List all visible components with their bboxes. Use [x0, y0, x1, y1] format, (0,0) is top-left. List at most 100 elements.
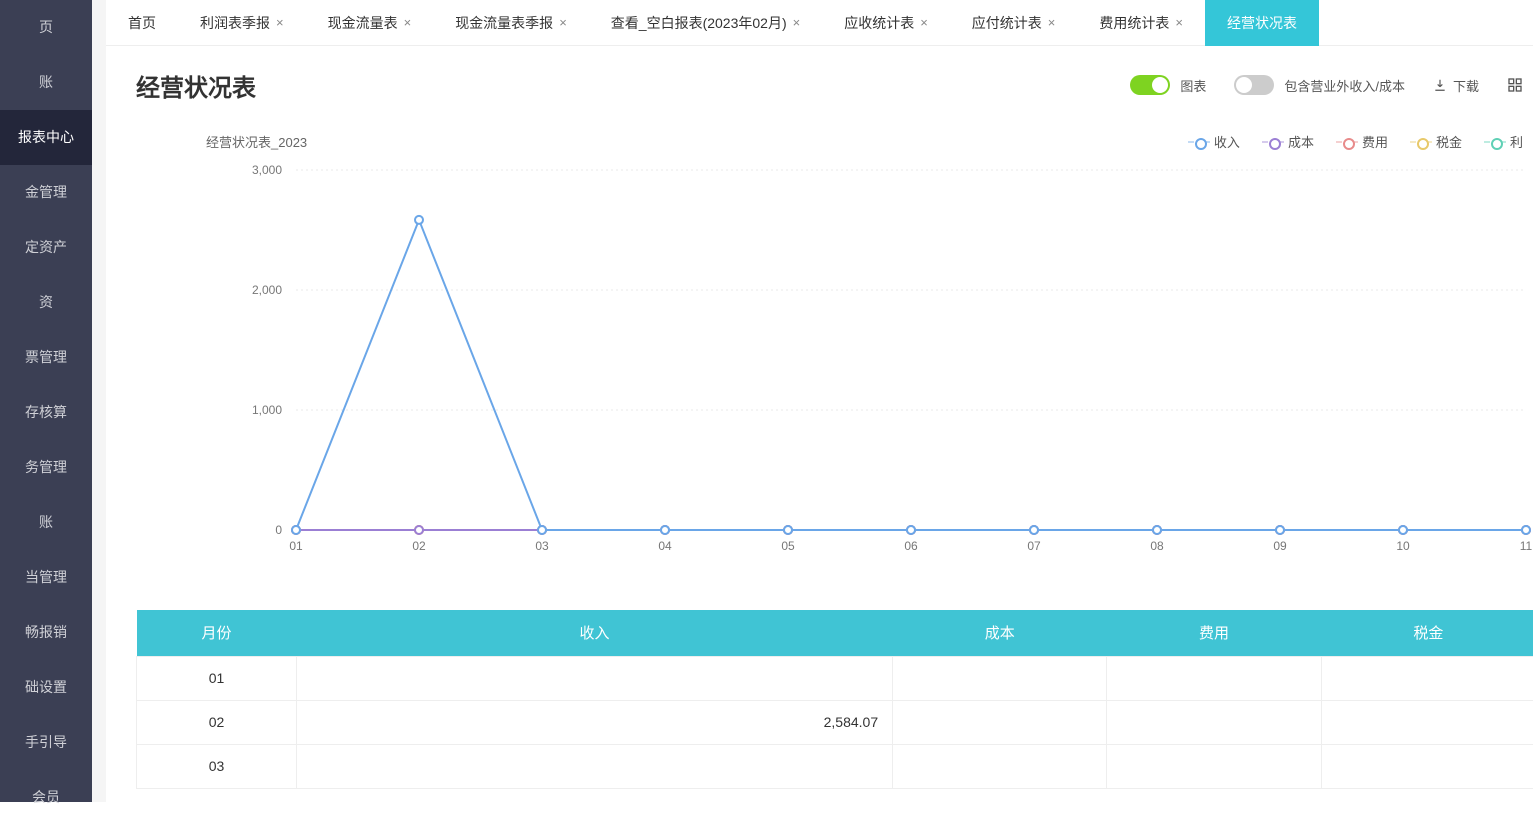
- download-label: 下载: [1453, 76, 1479, 95]
- extra-income-toggle[interactable]: [1234, 75, 1274, 95]
- download-icon: [1433, 78, 1447, 92]
- close-icon[interactable]: ×: [1048, 0, 1056, 46]
- sidebar-item-0[interactable]: 页: [0, 0, 92, 55]
- column-header: 收入: [297, 610, 893, 656]
- chart-toggle[interactable]: [1130, 75, 1170, 95]
- sidebar-item-11[interactable]: 畅报销: [0, 605, 92, 660]
- chart-container: 经营状况表_2023 收入成本费用税金利 01,0002,0003,000010…: [136, 120, 1533, 580]
- legend-marker-icon: [1484, 141, 1506, 143]
- legend-item[interactable]: 税金: [1410, 132, 1462, 151]
- legend-item[interactable]: 利: [1484, 132, 1523, 151]
- extra-toggle-group: 包含营业外收入/成本: [1234, 75, 1405, 95]
- sidebar-item-9[interactable]: 账: [0, 495, 92, 550]
- table-row: 022,584.07: [137, 700, 1533, 744]
- table-cell: [1321, 744, 1533, 788]
- table-cell: 03: [137, 744, 297, 788]
- close-icon[interactable]: ×: [793, 0, 801, 46]
- table-cell: [1107, 700, 1321, 744]
- tab-label: 现金流量表季报: [455, 0, 553, 46]
- more-icon[interactable]: [1507, 77, 1523, 93]
- tab-label: 利润表季报: [200, 0, 270, 46]
- chart-legend: 收入 成本 费用 税金 利: [1188, 132, 1523, 151]
- svg-text:10: 10: [1396, 539, 1410, 553]
- tab-3[interactable]: 现金流量表季报×: [433, 0, 589, 46]
- tab-6[interactable]: 应付统计表×: [950, 0, 1078, 46]
- tab-1[interactable]: 利润表季报×: [178, 0, 306, 46]
- table-cell: [297, 656, 893, 700]
- legend-marker-icon: [1410, 141, 1432, 143]
- tab-7[interactable]: 费用统计表×: [1077, 0, 1205, 46]
- svg-text:06: 06: [904, 539, 918, 553]
- svg-text:02: 02: [412, 539, 426, 553]
- close-icon[interactable]: ×: [276, 0, 284, 46]
- close-icon[interactable]: ×: [1175, 0, 1183, 46]
- sidebar-item-8[interactable]: 务管理: [0, 440, 92, 495]
- legend-item[interactable]: 收入: [1188, 132, 1240, 151]
- svg-text:04: 04: [658, 539, 672, 553]
- sidebar-item-14[interactable]: 会员: [0, 770, 92, 825]
- legend-label: 税金: [1436, 132, 1462, 151]
- svg-text:3,000: 3,000: [252, 163, 282, 177]
- tab-label: 现金流量表: [328, 0, 398, 46]
- tab-5[interactable]: 应收统计表×: [822, 0, 950, 46]
- legend-label: 利: [1510, 132, 1523, 151]
- legend-item[interactable]: 成本: [1262, 132, 1314, 151]
- tab-8[interactable]: 经营状况表: [1205, 0, 1319, 46]
- download-button[interactable]: 下载: [1433, 76, 1479, 95]
- header-controls: 图表 包含营业外收入/成本 下载: [1130, 75, 1533, 95]
- page-header: 经营状况表 图表 包含营业外收入/成本 下载: [136, 60, 1533, 110]
- sidebar-item-10[interactable]: 当管理: [0, 550, 92, 605]
- table-cell: [1107, 656, 1321, 700]
- table-cell: [297, 744, 893, 788]
- svg-text:03: 03: [535, 539, 549, 553]
- column-header: 费用: [1107, 610, 1321, 656]
- sidebar-item-5[interactable]: 资: [0, 275, 92, 330]
- svg-text:09: 09: [1273, 539, 1287, 553]
- tab-label: 费用统计表: [1099, 0, 1169, 46]
- chart-toggle-group: 图表: [1130, 75, 1206, 95]
- sidebar-item-6[interactable]: 票管理: [0, 330, 92, 385]
- table-cell: [893, 656, 1107, 700]
- tab-label: 首页: [128, 0, 156, 46]
- legend-label: 收入: [1214, 132, 1240, 151]
- line-chart: 01,0002,0003,0000102030405060708091011: [136, 160, 1533, 580]
- table-cell: 2,584.07: [297, 700, 893, 744]
- legend-label: 费用: [1362, 132, 1388, 151]
- svg-text:01: 01: [289, 539, 303, 553]
- sidebar-item-3[interactable]: 金管理: [0, 165, 92, 220]
- sidebar-item-1[interactable]: 账: [0, 55, 92, 110]
- chart-toggle-label: 图表: [1180, 76, 1206, 95]
- data-table: 月份收入成本费用税金 01022,584.0703: [136, 610, 1533, 789]
- table-cell: [1107, 744, 1321, 788]
- table-cell: [1321, 700, 1533, 744]
- table-cell: [1321, 656, 1533, 700]
- tab-bar: 首页利润表季报×现金流量表×现金流量表季报×查看_空白报表(2023年02月)×…: [106, 0, 1533, 46]
- legend-marker-icon: [1336, 141, 1358, 143]
- close-icon[interactable]: ×: [404, 0, 412, 46]
- chart-title: 经营状况表_2023: [206, 132, 307, 151]
- sidebar-item-4[interactable]: 定资产: [0, 220, 92, 275]
- tab-2[interactable]: 现金流量表×: [306, 0, 434, 46]
- close-icon[interactable]: ×: [920, 0, 928, 46]
- svg-text:11: 11: [1520, 539, 1533, 553]
- legend-item[interactable]: 费用: [1336, 132, 1388, 151]
- sidebar: 页账报表中心金管理定资产资票管理存核算务管理账当管理畅报销础设置手引导会员: [0, 0, 92, 802]
- sidebar-item-12[interactable]: 础设置: [0, 660, 92, 715]
- svg-text:07: 07: [1027, 539, 1041, 553]
- tab-0[interactable]: 首页: [106, 0, 178, 46]
- column-header: 税金: [1321, 610, 1533, 656]
- sidebar-item-7[interactable]: 存核算: [0, 385, 92, 440]
- sidebar-item-2[interactable]: 报表中心: [0, 110, 92, 165]
- column-header: 成本: [893, 610, 1107, 656]
- table-row: 03: [137, 744, 1533, 788]
- legend-label: 成本: [1288, 132, 1314, 151]
- legend-marker-icon: [1262, 141, 1284, 143]
- sidebar-item-13[interactable]: 手引导: [0, 715, 92, 770]
- page-title: 经营状况表: [136, 68, 256, 103]
- svg-text:08: 08: [1150, 539, 1164, 553]
- tab-4[interactable]: 查看_空白报表(2023年02月)×: [589, 0, 822, 46]
- close-icon[interactable]: ×: [559, 0, 567, 46]
- column-header: 月份: [137, 610, 297, 656]
- data-table-container: 月份收入成本费用税金 01022,584.0703: [136, 610, 1533, 789]
- table-row: 01: [137, 656, 1533, 700]
